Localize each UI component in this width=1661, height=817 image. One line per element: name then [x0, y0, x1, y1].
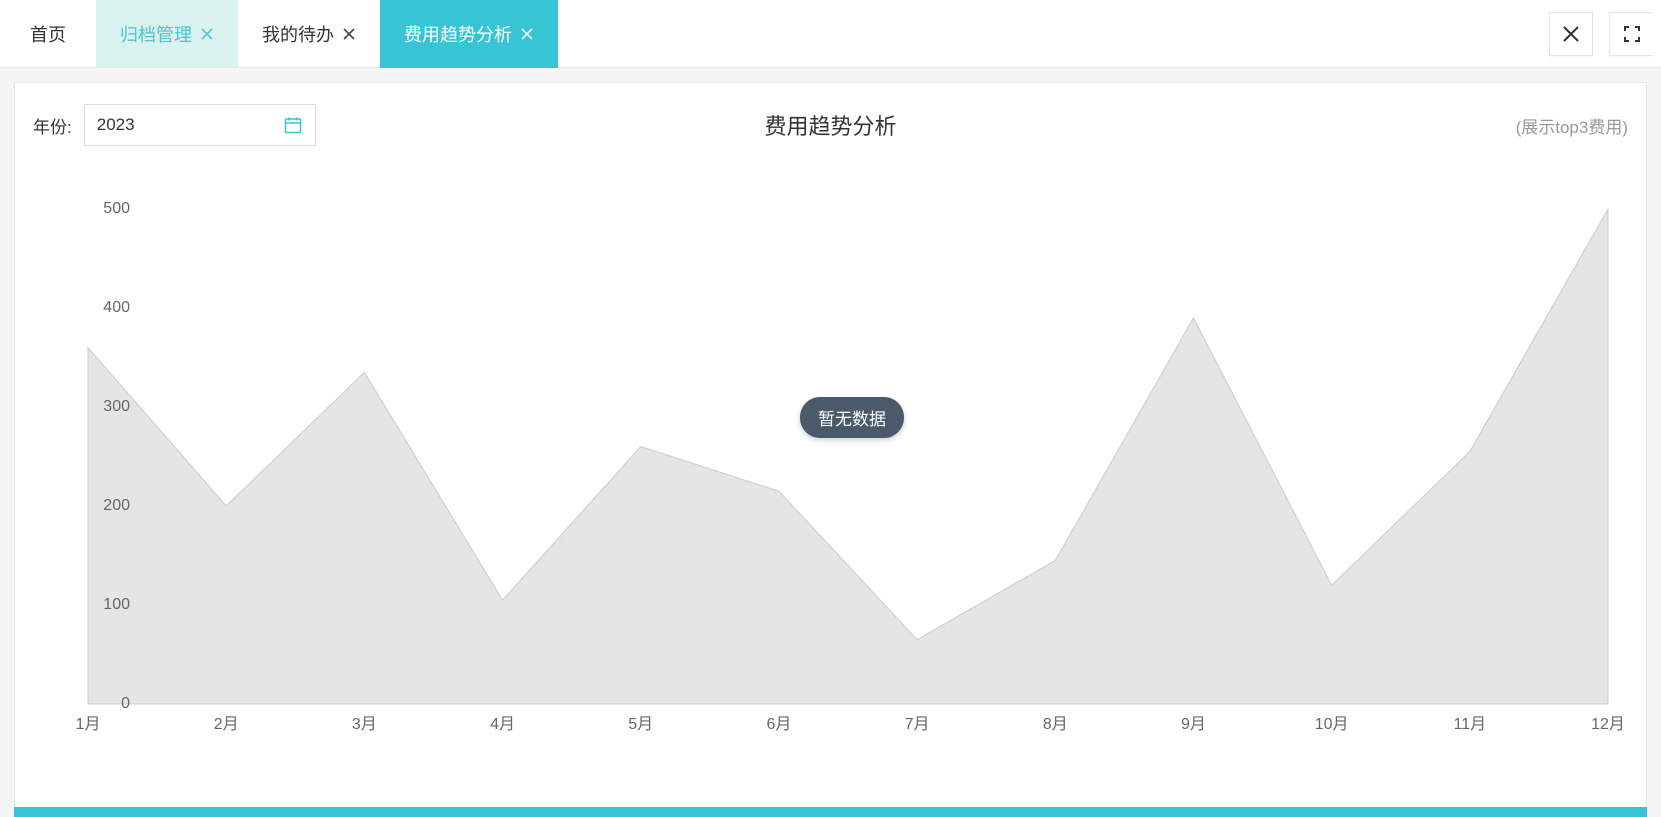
- chart-tooltip: 暂无数据: [800, 397, 904, 438]
- close-icon[interactable]: [200, 27, 214, 41]
- tab-cost-trend[interactable]: 费用趋势分析: [380, 0, 558, 68]
- tab-todo[interactable]: 我的待办: [238, 0, 380, 68]
- tab-bar: 首页 归档管理 我的待办 费用趋势分析: [0, 0, 1661, 68]
- calendar-icon: [283, 115, 303, 135]
- controls-row: 年份: 2023 费用趋势分析 (展示top3费用): [33, 101, 1628, 149]
- x-tick-label: 9月: [1181, 704, 1206, 734]
- x-tick-label: 1月: [76, 704, 101, 734]
- year-picker[interactable]: 2023: [84, 104, 316, 146]
- y-tick-label: 300: [88, 398, 138, 416]
- y-tick-label: 500: [88, 200, 138, 218]
- tab-archive-label: 归档管理: [120, 21, 192, 47]
- tab-todo-label: 我的待办: [262, 21, 334, 47]
- x-tick-label: 4月: [490, 704, 515, 734]
- close-icon[interactable]: [520, 27, 534, 41]
- x-tick-label: 7月: [905, 704, 930, 734]
- x-tick-label: 5月: [628, 704, 653, 734]
- tab-actions: [1549, 12, 1661, 56]
- close-all-button[interactable]: [1549, 12, 1593, 56]
- x-tick-label: 12月: [1591, 704, 1625, 734]
- close-icon[interactable]: [342, 27, 356, 41]
- x-tick-label: 2月: [214, 704, 239, 734]
- x-tick-label: 8月: [1043, 704, 1068, 734]
- y-tick-label: 400: [88, 299, 138, 317]
- tab-home[interactable]: 首页: [0, 0, 96, 68]
- tab-cost-trend-label: 费用趋势分析: [404, 21, 512, 47]
- tab-home-label: 首页: [30, 21, 66, 47]
- year-label: 年份:: [33, 113, 72, 138]
- fullscreen-button[interactable]: [1609, 12, 1653, 56]
- x-tick-label: 6月: [766, 704, 791, 734]
- y-tick-label: 100: [88, 596, 138, 614]
- y-tick-label: 200: [88, 497, 138, 515]
- x-tick-label: 11月: [1454, 704, 1487, 734]
- chart-title: 费用趋势分析: [764, 109, 896, 141]
- chart-area: 0100200300400500 1月2月3月4月5月6月7月8月9月10月11…: [33, 189, 1628, 759]
- x-tick-label: 10月: [1315, 704, 1349, 734]
- area-chart: [33, 189, 1628, 744]
- bottom-accent-bar: [14, 807, 1647, 817]
- content-panel: 年份: 2023 费用趋势分析 (展示top3费用) 0100200300400…: [14, 82, 1647, 814]
- tab-archive[interactable]: 归档管理: [96, 0, 238, 68]
- x-tick-label: 3月: [352, 704, 377, 734]
- chart-subtitle: (展示top3费用): [1516, 113, 1628, 138]
- year-value: 2023: [97, 115, 135, 135]
